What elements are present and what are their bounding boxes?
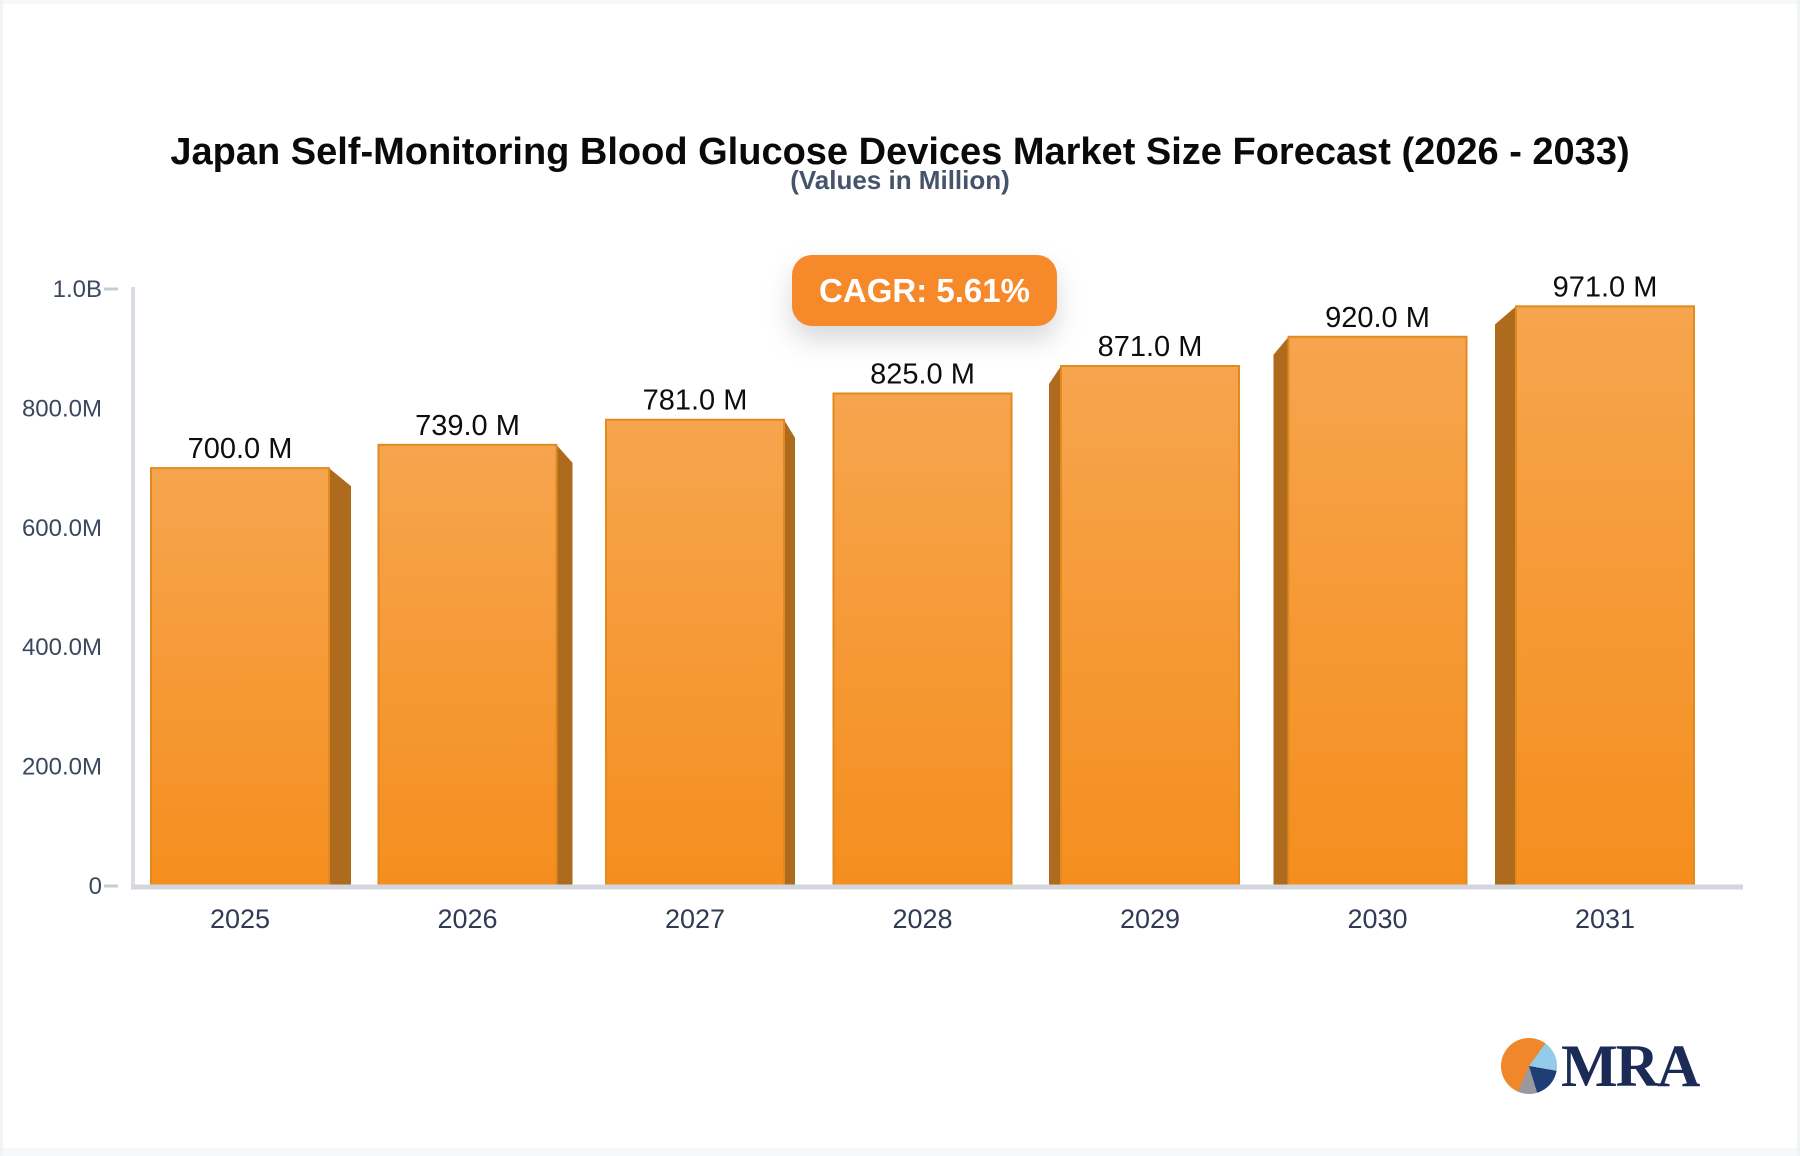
bar-value-label: 700.0 M: [188, 433, 293, 465]
y-axis-label: 200.0M: [22, 754, 102, 781]
bar-2026[interactable]: 739.0 M 2026: [377, 410, 573, 934]
bar-2030[interactable]: 920.0 M 2030: [1273, 302, 1468, 934]
y-axis-label: 1.0B: [53, 276, 102, 303]
x-axis-label: 2030: [1347, 904, 1407, 934]
x-axis-label: 2027: [665, 904, 725, 934]
bar-side-face: [329, 468, 351, 886]
y-axis-label: 800.0M: [22, 395, 102, 422]
y-axis-label: 0: [89, 873, 102, 900]
chart-subtitle: (Values in Million): [790, 165, 1010, 195]
bar-front-face: [1060, 365, 1240, 887]
page-edge-bottom: [0, 1148, 1800, 1156]
bar-value-label: 871.0 M: [1098, 331, 1203, 363]
bar-side-face: [556, 444, 573, 886]
bar-front-face: [832, 392, 1013, 887]
bar-2031[interactable]: 971.0 M 2031: [1495, 271, 1695, 934]
page-edge-left: [0, 0, 3, 1156]
mra-logo: MRA: [1501, 1033, 1700, 1099]
x-axis-label: 2026: [437, 904, 497, 934]
x-axis-label: 2028: [892, 904, 952, 934]
bar-value-label: 739.0 M: [415, 410, 520, 442]
x-axis-label: 2029: [1120, 904, 1180, 934]
bar-value-label: 825.0 M: [870, 358, 975, 390]
bar-value-label: 920.0 M: [1325, 302, 1430, 334]
bar-value-label: 781.0 M: [643, 385, 748, 417]
logo-text: MRA: [1561, 1033, 1700, 1099]
bar-value-label: 971.0 M: [1553, 271, 1658, 303]
bar-front-face: [150, 467, 330, 887]
x-axis-label: 2031: [1575, 904, 1635, 934]
x-axis-label: 2025: [210, 904, 270, 934]
bar-2029[interactable]: 871.0 M 2029: [1049, 331, 1240, 934]
bar-side-face: [1049, 366, 1061, 886]
bar-2028[interactable]: 825.0 M 2028: [832, 358, 1013, 934]
bar-front-face: [1287, 335, 1468, 887]
y-axis-label: 400.0M: [22, 634, 102, 661]
page-edge-top: [0, 0, 1800, 4]
bar-side-face: [784, 419, 795, 886]
bar-side-face: [1495, 306, 1516, 886]
bar-front-face: [377, 443, 558, 887]
pie-chart-logo-icon: [1501, 1038, 1557, 1094]
bar-front-face: [1515, 305, 1695, 887]
bar-2025[interactable]: 700.0 M 2025: [150, 433, 351, 934]
chart-title: Japan Self-Monitoring Blood Glucose Devi…: [170, 131, 1630, 174]
bar-side-face: [1273, 336, 1289, 886]
bar-front-face: [605, 418, 785, 887]
cagr-badge: CAGR: 5.61%: [792, 255, 1057, 326]
bar-2027[interactable]: 781.0 M 2027: [605, 385, 795, 934]
page-edge-right: [1797, 0, 1800, 1156]
y-axis-label: 600.0M: [22, 515, 102, 542]
